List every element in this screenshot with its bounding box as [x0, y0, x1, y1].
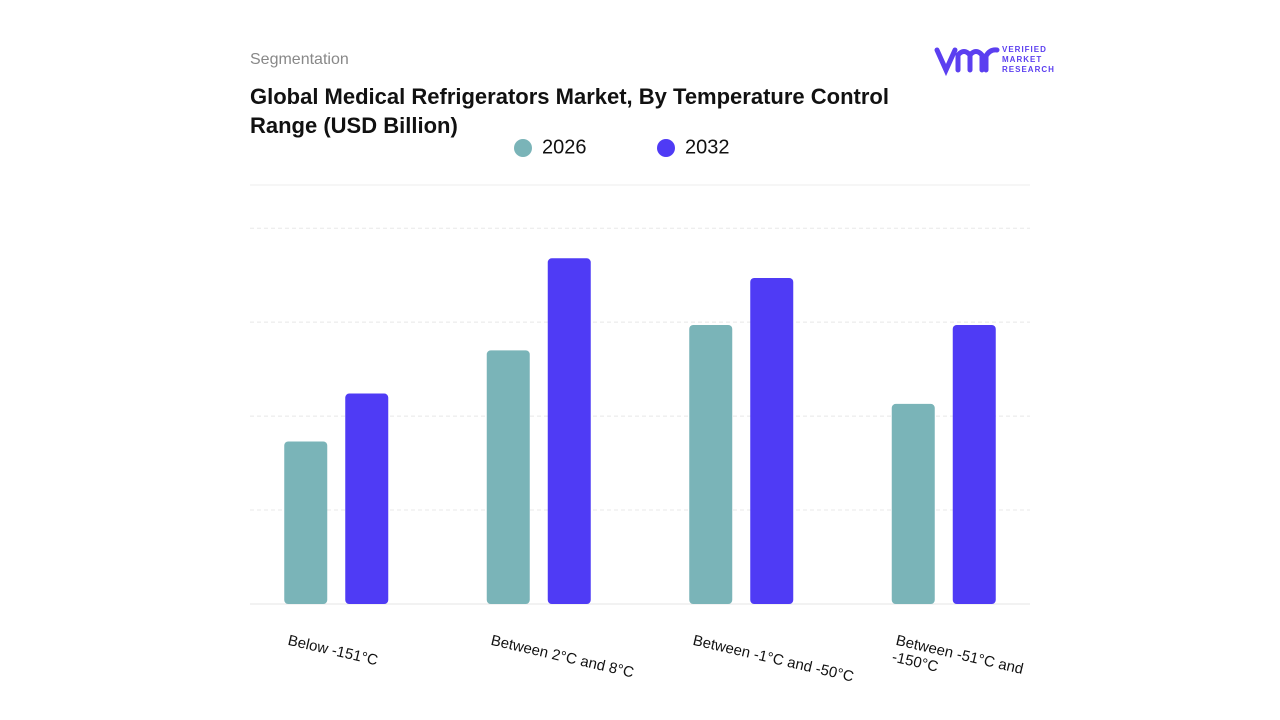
- section-label: Segmentation: [250, 51, 349, 68]
- legend-label: 2032: [685, 136, 730, 158]
- bar: [345, 393, 389, 604]
- logo-text: MARKET: [1002, 55, 1042, 64]
- logo: VERIFIED MARKET RESEARCH: [934, 45, 1055, 77]
- logo-text: VERIFIED: [1002, 45, 1047, 54]
- bar: [547, 258, 591, 604]
- bar: [486, 350, 530, 604]
- legend-label: 2026: [542, 136, 587, 158]
- bar: [750, 278, 794, 604]
- bar: [689, 324, 733, 604]
- legend-swatch: [657, 139, 675, 157]
- bar: [952, 324, 996, 604]
- bar: [891, 403, 935, 604]
- logo-mark: [934, 47, 1000, 77]
- bar: [284, 441, 328, 604]
- legend-swatch: [514, 139, 532, 157]
- title-box: Global Medical Refrigerators Market, By …: [250, 84, 889, 138]
- logo-text: RESEARCH: [1002, 65, 1055, 74]
- chart-title: Global Medical Refrigerators Market, By …: [250, 84, 889, 138]
